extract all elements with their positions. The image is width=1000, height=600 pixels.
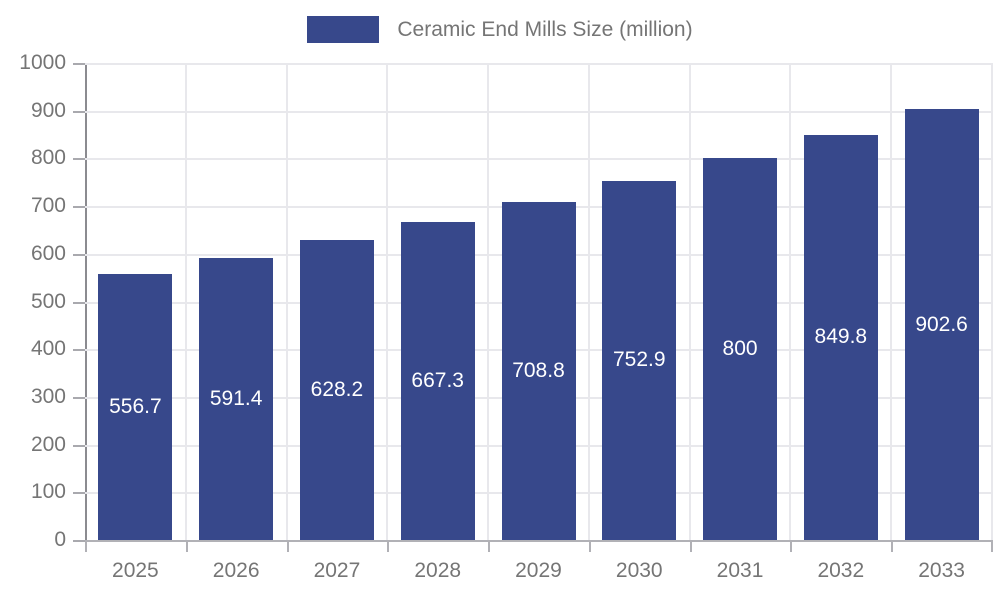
gridline-horizontal: [85, 63, 992, 65]
bar: [400, 221, 475, 540]
bar-value-label: 708.8: [512, 358, 565, 382]
x-axis-tick-label: 2033: [918, 559, 965, 582]
y-axis-tick-label: 1000: [19, 51, 66, 74]
x-axis-tick-label: 2026: [212, 559, 260, 582]
bar: [803, 134, 878, 540]
gridline-vertical: [386, 63, 389, 540]
plot-area: 556.7 591.4 628.2 667.3 708.8 752.9 800 849.8 90…: [85, 63, 993, 540]
x-axis-tick: [85, 540, 87, 552]
y-axis-tick-label: 400: [30, 337, 66, 361]
y-axis-tick-label: 0: [54, 528, 66, 551]
bar-value-label: 667.3: [411, 368, 464, 392]
bar: [501, 201, 576, 540]
bar: [199, 257, 274, 540]
y-axis-tick-label: 700: [30, 194, 66, 218]
x-axis-tick: [689, 540, 692, 552]
bar: [299, 240, 374, 540]
bar-value-label: 628.2: [310, 378, 364, 402]
x-axis-tick: [991, 540, 993, 552]
bar: [602, 180, 677, 540]
x-axis-tick-label: 2027: [313, 559, 361, 582]
y-axis-tick-label: 300: [30, 384, 66, 408]
x-axis-tick: [488, 540, 491, 552]
y-axis-tick: [73, 444, 85, 447]
y-axis-tick-label: 900: [30, 98, 66, 122]
gridline-vertical: [890, 63, 893, 540]
y-axis-tick-label: 600: [30, 241, 66, 265]
gridline-vertical: [487, 63, 490, 540]
bar-value-label: 902.6: [915, 312, 968, 336]
y-axis-tick-label: 100: [30, 480, 66, 504]
y-axis-tick-label: 500: [30, 289, 66, 313]
y-axis-tick: [73, 349, 85, 352]
y-axis-tick: [73, 253, 85, 256]
gridline-vertical: [184, 63, 187, 540]
bar-value-label: 800: [722, 337, 758, 361]
gridline-vertical: [789, 63, 792, 540]
x-axis-line: [85, 540, 992, 542]
y-axis-tick: [73, 396, 85, 399]
chart-legend: Ceramic End Mills Size (million): [0, 16, 1000, 43]
bar: [98, 274, 173, 540]
y-axis-tick: [73, 158, 85, 161]
y-axis-tick-label: 800: [30, 146, 66, 170]
x-axis-tick-label: 2025: [112, 559, 159, 582]
gridline-vertical: [688, 63, 691, 540]
y-axis-tick-label: 200: [30, 432, 66, 456]
x-axis-tick: [790, 540, 793, 552]
y-axis-tick: [73, 492, 85, 495]
bar-value-label: 849.8: [814, 325, 868, 349]
bar-value-label: 752.9: [612, 348, 666, 372]
y-axis-tick: [73, 110, 85, 113]
y-axis-tick: [73, 63, 85, 65]
bar: [703, 158, 778, 540]
gridline-horizontal: [85, 158, 992, 161]
x-axis-tick-label: 2031: [716, 559, 764, 582]
x-axis-tick: [387, 540, 390, 552]
y-axis-line: [85, 63, 87, 552]
bar-value-label: 556.7: [109, 395, 162, 419]
bar: [904, 109, 979, 540]
x-axis-tick: [891, 540, 894, 552]
legend-swatch: [307, 16, 380, 43]
x-axis-tick: [588, 540, 591, 552]
y-axis-tick: [73, 301, 85, 304]
gridline-vertical: [991, 63, 993, 540]
y-axis-tick: [73, 540, 85, 542]
gridline-vertical: [587, 63, 590, 540]
x-axis-tick-label: 2030: [615, 559, 663, 582]
x-axis-tick-label: 2028: [414, 559, 462, 582]
legend-label: Ceramic End Mills Size (million): [397, 17, 693, 41]
bar-value-label: 591.4: [209, 386, 263, 410]
x-axis-tick: [286, 540, 289, 552]
gridline-horizontal: [85, 110, 992, 113]
x-axis-tick-label: 2032: [817, 559, 865, 582]
y-axis-tick: [73, 206, 85, 209]
gridline-vertical: [285, 63, 288, 540]
x-axis-tick: [185, 540, 188, 552]
x-axis-tick-label: 2029: [515, 559, 562, 582]
